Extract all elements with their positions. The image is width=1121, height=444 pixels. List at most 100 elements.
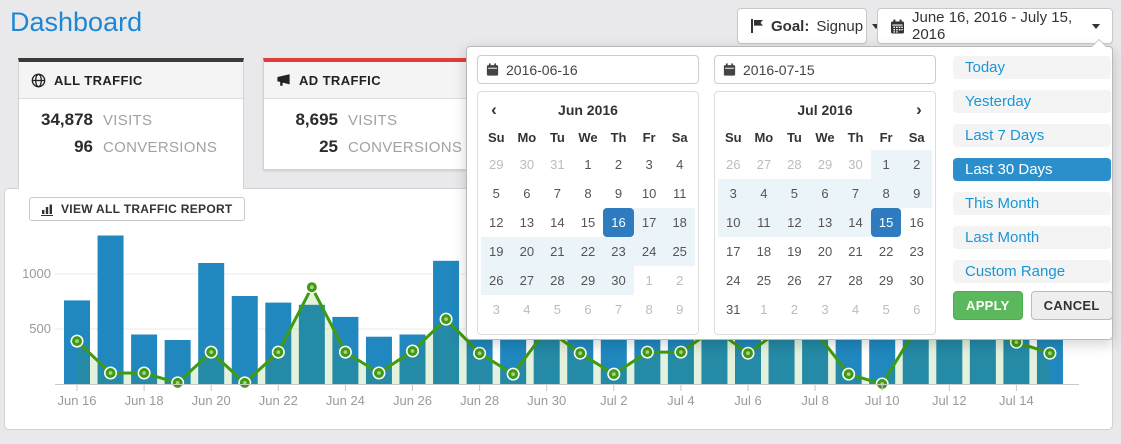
calendar-day[interactable]: 27 — [817, 273, 833, 288]
calendar-day[interactable]: 29 — [572, 266, 604, 295]
calendar-day[interactable]: 3 — [492, 302, 500, 317]
calendar-day[interactable]: 3 — [821, 302, 829, 317]
calendar-day[interactable]: 19 — [481, 237, 512, 266]
all-traffic-card[interactable]: ALL TRAFFIC 34,878 VISITS 96 CONVERSIONS — [18, 58, 244, 189]
calendar-day[interactable]: 31 — [726, 302, 741, 317]
calendar-day[interactable]: 27 — [511, 266, 543, 295]
prev-month-icon[interactable]: ‹ — [491, 100, 497, 119]
range-option-today[interactable]: Today — [953, 56, 1111, 79]
calendar-day[interactable]: 3 — [718, 179, 749, 208]
calendar-day[interactable]: 22 — [878, 244, 894, 259]
calendar-day[interactable]: 24 — [633, 237, 665, 266]
range-option-last-month[interactable]: Last Month — [953, 226, 1111, 249]
calendar-day[interactable]: 28 — [787, 157, 802, 172]
calendar-day[interactable]: 16 — [909, 215, 924, 230]
calendar-day[interactable]: 5 — [882, 302, 890, 317]
calendar-day[interactable]: 10 — [641, 186, 657, 201]
calendar-day[interactable]: 26 — [787, 273, 802, 288]
ad-traffic-card[interactable]: AD TRAFFIC 8,695 VISITS 25 CONVERSIONS — [263, 58, 489, 170]
cancel-button[interactable]: CANCEL — [1030, 291, 1113, 320]
calendar-day[interactable]: 18 — [756, 244, 772, 259]
calendar-day[interactable]: 15 — [580, 215, 596, 230]
calendar-day[interactable]: 6 — [913, 302, 921, 317]
calendar-day[interactable]: 8 — [645, 302, 653, 317]
calendar-day[interactable]: 23 — [909, 244, 924, 259]
calendar-day[interactable]: 26 — [481, 266, 512, 295]
calendar-day[interactable]: 17 — [726, 244, 741, 259]
calendar-day[interactable]: 29 — [878, 273, 894, 288]
range-option-last-30-days[interactable]: Last 30 Days — [953, 158, 1111, 181]
calendar-day[interactable]: 27 — [756, 157, 772, 172]
next-month-icon[interactable]: › — [916, 100, 922, 119]
calendar-day[interactable]: 6 — [809, 179, 841, 208]
end-date-field[interactable] — [714, 55, 936, 84]
calendar-day[interactable]: 6 — [523, 186, 531, 201]
calendar-day[interactable]: 5 — [553, 302, 562, 317]
calendar-day[interactable]: 2 — [901, 150, 932, 179]
calendar-day[interactable]: 18 — [664, 208, 695, 237]
calendar-day[interactable]: 9 — [676, 302, 684, 317]
calendar-day[interactable]: 21 — [542, 237, 573, 266]
calendar-day[interactable]: 31 — [550, 157, 565, 172]
calendar-day[interactable]: 9 — [901, 179, 932, 208]
calendar-day[interactable]: 12 — [489, 215, 504, 230]
calendar-day[interactable]: 1 — [870, 150, 902, 179]
calendar-day[interactable]: 29 — [817, 157, 833, 172]
calendar-day[interactable]: 4 — [523, 302, 531, 317]
calendar-day[interactable]: 11 — [748, 208, 780, 237]
calendar-day[interactable]: 22 — [572, 237, 604, 266]
calendar-day[interactable]: 2 — [614, 157, 623, 172]
calendar-day[interactable]: 28 — [542, 266, 573, 295]
calendar-day[interactable]: 1 — [760, 302, 768, 317]
calendar-day[interactable]: 8 — [870, 179, 902, 208]
calendar-day[interactable]: 26 — [726, 157, 741, 172]
calendar-day[interactable]: 29 — [489, 157, 504, 172]
calendar-day[interactable]: 30 — [603, 266, 634, 295]
calendar-day[interactable]: 19 — [787, 244, 802, 259]
start-date-input[interactable] — [506, 61, 676, 78]
calendar-day[interactable]: 7 — [840, 179, 871, 208]
calendar-day[interactable]: 20 — [817, 244, 833, 259]
calendar-day[interactable]: 17 — [633, 208, 665, 237]
calendar-day[interactable]: 4 — [676, 157, 684, 172]
apply-button[interactable]: APPLY — [953, 291, 1023, 320]
calendar-day[interactable]: 2 — [790, 302, 799, 317]
calendar-day[interactable]: 5 — [779, 179, 810, 208]
range-option-yesterday[interactable]: Yesterday — [953, 90, 1111, 113]
calendar-day[interactable]: 4 — [748, 179, 780, 208]
calendar-day[interactable]: 21 — [848, 244, 863, 259]
calendar-day-selected[interactable]: 16 — [603, 208, 634, 237]
calendar-day[interactable]: 7 — [614, 302, 623, 317]
calendar-day[interactable]: 2 — [676, 273, 684, 288]
calendar-day[interactable]: 30 — [848, 157, 863, 172]
calendar-day[interactable]: 7 — [553, 186, 562, 201]
calendar-day[interactable]: 25 — [664, 237, 695, 266]
date-range-button[interactable]: June 16, 2016 - July 15, 2016 — [877, 8, 1113, 44]
calendar-day[interactable]: 13 — [519, 215, 535, 230]
calendar-day-selected[interactable]: 15 — [870, 208, 902, 237]
calendar-day[interactable]: 14 — [840, 208, 871, 237]
calendar-day[interactable]: 8 — [584, 186, 592, 201]
calendar-day[interactable]: 1 — [584, 157, 592, 172]
range-option-last-7-days[interactable]: Last 7 Days — [953, 124, 1111, 147]
calendar-day[interactable]: 30 — [519, 157, 535, 172]
calendar-day[interactable]: 5 — [492, 186, 500, 201]
calendar-day[interactable]: 10 — [718, 208, 749, 237]
goal-selector-button[interactable]: Goal: Signup — [737, 8, 881, 44]
range-option-this-month[interactable]: This Month — [953, 192, 1111, 215]
calendar-day[interactable]: 1 — [645, 273, 653, 288]
calendar-day[interactable]: 28 — [848, 273, 863, 288]
calendar-day[interactable]: 4 — [851, 302, 860, 317]
end-date-input[interactable] — [743, 61, 913, 78]
calendar-day[interactable]: 9 — [614, 186, 623, 201]
calendar-day[interactable]: 14 — [550, 215, 565, 230]
calendar-day[interactable]: 12 — [779, 208, 810, 237]
calendar-day[interactable]: 30 — [909, 273, 924, 288]
calendar-day[interactable]: 6 — [584, 302, 592, 317]
start-date-field[interactable] — [477, 55, 699, 84]
range-option-custom-range[interactable]: Custom Range — [953, 260, 1111, 283]
view-all-traffic-report-button[interactable]: VIEW ALL TRAFFIC REPORT — [29, 197, 245, 221]
calendar-day[interactable]: 11 — [672, 186, 687, 201]
calendar-day[interactable]: 13 — [809, 208, 841, 237]
calendar-day[interactable]: 23 — [603, 237, 634, 266]
